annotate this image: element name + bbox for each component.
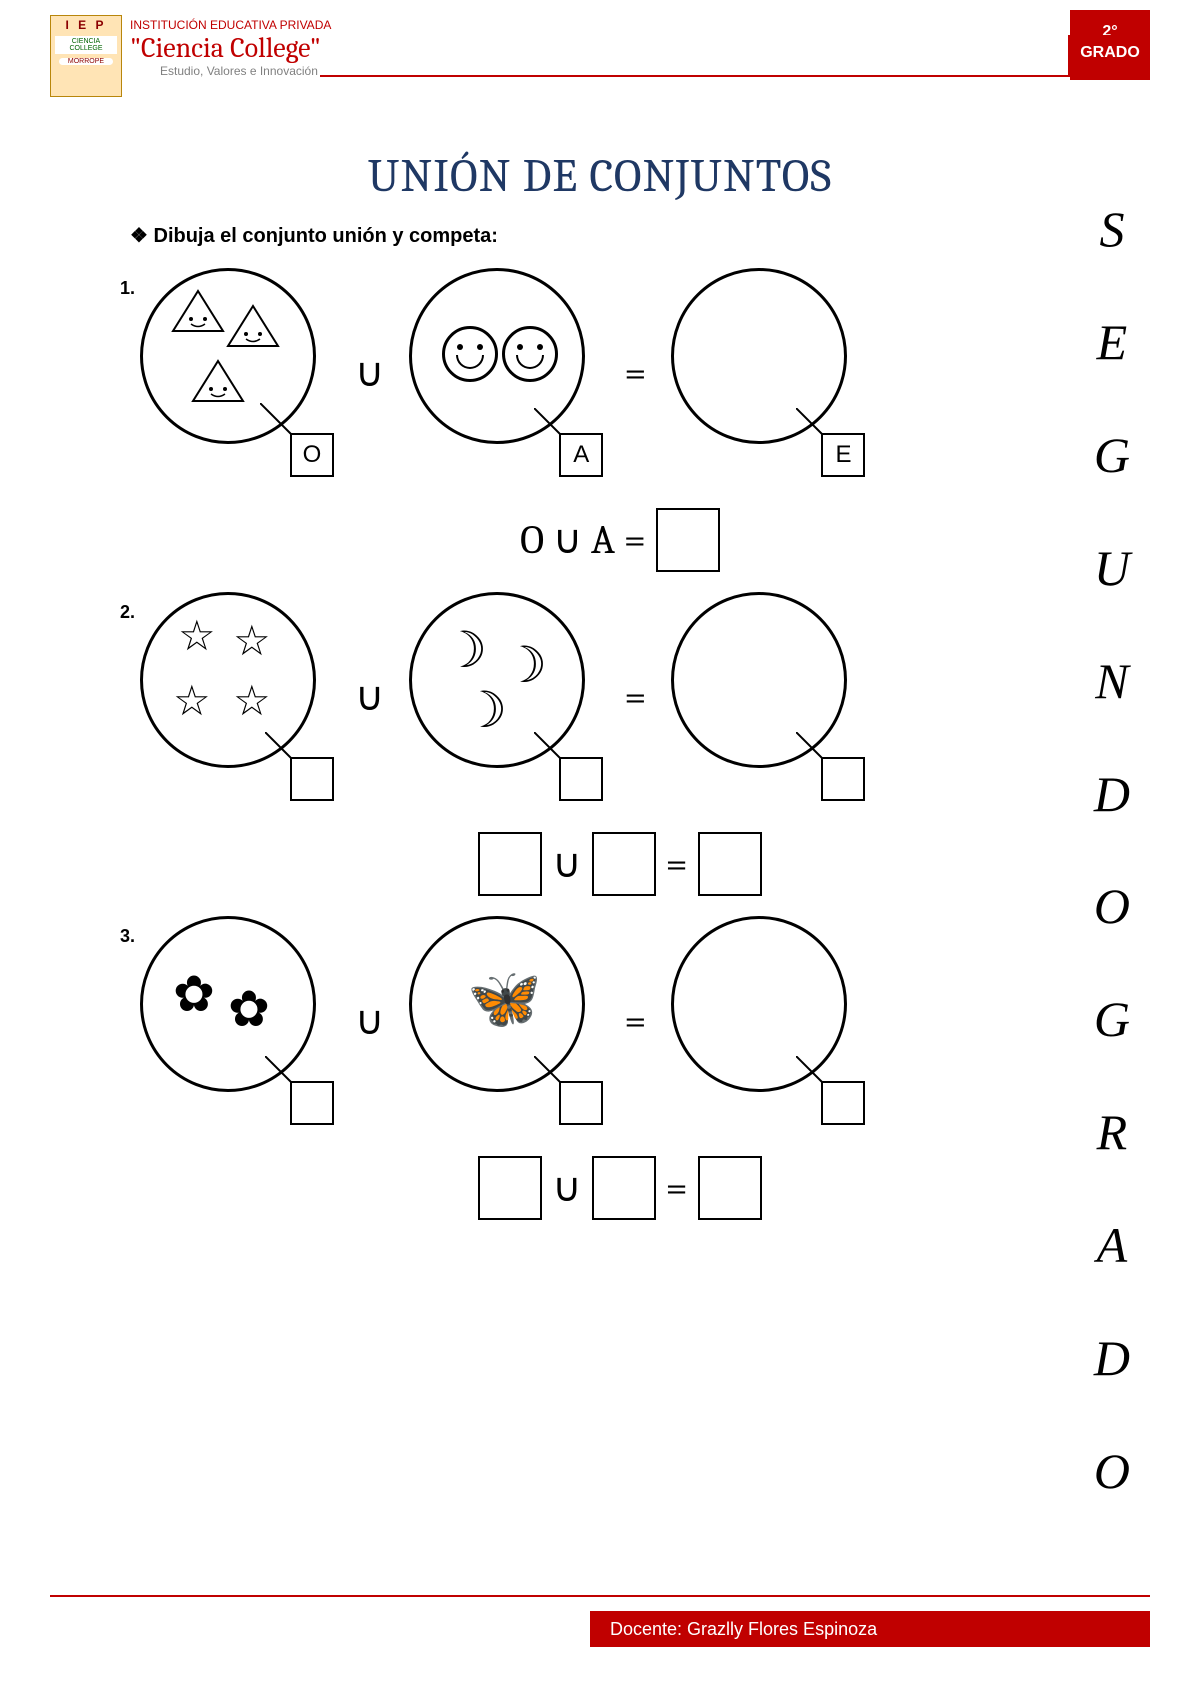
- star-icon: ☆: [173, 680, 211, 722]
- set-flowers: ✿ ✿: [140, 916, 330, 1126]
- institution-line2: "Ciencia College": [130, 32, 331, 64]
- institution-line3: Estudio, Valores e Innovación: [160, 64, 331, 78]
- instruction-text: Dibuja el conjunto unión y competa:: [130, 223, 1200, 248]
- equals-symbol: =: [666, 841, 688, 887]
- header-rule-top: [1070, 35, 1150, 37]
- set-stars: ☆ ☆ ☆ ☆: [140, 592, 330, 802]
- side-letter: S: [1094, 200, 1130, 258]
- set-a: A: [409, 268, 599, 478]
- butterfly-icon: 🦋: [467, 969, 542, 1029]
- union-symbol: ∪: [350, 350, 389, 396]
- set-result: [671, 592, 861, 802]
- side-letter: A: [1094, 1216, 1130, 1274]
- logo-mr: MORROPE: [59, 58, 113, 65]
- equals-symbol: =: [619, 674, 651, 720]
- answer-box[interactable]: [592, 832, 656, 896]
- equation-row: ∪ =: [40, 832, 1200, 896]
- exercise-3: 3. ✿ ✿ ∪ 🦋 =: [140, 916, 1200, 1220]
- logo-iep: I E P: [51, 18, 121, 32]
- smiley-icon: [442, 326, 498, 382]
- grade-line1: 2°: [1070, 22, 1150, 43]
- set-result: [671, 916, 861, 1126]
- set-o: O: [140, 268, 330, 478]
- moon-icon: ☽: [442, 625, 487, 675]
- side-letter: D: [1094, 1329, 1130, 1387]
- footer-rule: [50, 1595, 1150, 1597]
- set-butterfly: 🦋: [409, 916, 599, 1126]
- exercise-number: 1.: [120, 278, 135, 299]
- answer-box[interactable]: [698, 832, 762, 896]
- answer-box[interactable]: [592, 1156, 656, 1220]
- answer-box[interactable]: [698, 1156, 762, 1220]
- side-letter: O: [1094, 1442, 1130, 1500]
- equals-symbol: =: [619, 998, 651, 1044]
- exercise-number: 2.: [120, 602, 135, 623]
- moon-icon: ☽: [502, 640, 547, 690]
- institution-line1: INSTITUCIÓN EDUCATIVA PRIVADA: [130, 18, 331, 32]
- union-symbol: ∪: [350, 998, 389, 1044]
- answer-box[interactable]: [478, 1156, 542, 1220]
- set-label-box[interactable]: O: [290, 433, 334, 477]
- smiley-icon: [502, 326, 558, 382]
- set-label-box[interactable]: [821, 757, 865, 801]
- exercise-2: 2. ☆ ☆ ☆ ☆ ∪ ☽ ☽ ☽: [140, 592, 1200, 896]
- exercise-row: ✿ ✿ ∪ 🦋 =: [140, 916, 1200, 1126]
- union-symbol: ∪: [552, 841, 581, 887]
- page-title: UNIÓN DE CONJUNTOS: [0, 150, 1200, 203]
- flower-icon: ✿: [228, 984, 270, 1034]
- school-logo: I E P CIENCIA COLLEGE MORROPE: [50, 15, 122, 97]
- exercise-1: 1.: [140, 268, 1200, 572]
- header-rule-vertical: [1068, 35, 1070, 75]
- header: I E P CIENCIA COLLEGE MORROPE INSTITUCIÓ…: [0, 0, 1200, 110]
- institution-block: INSTITUCIÓN EDUCATIVA PRIVADA "Ciencia C…: [130, 18, 331, 78]
- set-label-box[interactable]: E: [821, 433, 865, 477]
- logo-cc: CIENCIA COLLEGE: [55, 36, 117, 54]
- set-label-box[interactable]: A: [559, 433, 603, 477]
- answer-box[interactable]: [478, 832, 542, 896]
- equals-symbol: =: [666, 1165, 688, 1211]
- answer-box[interactable]: [656, 508, 720, 572]
- union-symbol: ∪: [552, 1165, 581, 1211]
- set-moons: ☽ ☽ ☽: [409, 592, 599, 802]
- set-label-box[interactable]: [290, 757, 334, 801]
- exercise-row: O ∪ A = E: [140, 268, 1200, 478]
- union-symbol: ∪: [350, 674, 389, 720]
- set-label-box[interactable]: [559, 1081, 603, 1125]
- flower-icon: ✿: [173, 969, 215, 1019]
- header-rule: [320, 75, 1070, 77]
- set-result: E: [671, 268, 861, 478]
- equation-text: O ∪ A =: [520, 517, 646, 563]
- equals-symbol: =: [619, 350, 651, 396]
- set-label-box[interactable]: [559, 757, 603, 801]
- equation-row: O ∪ A =: [40, 508, 1200, 572]
- footer-teacher-bar: Docente: Grazlly Flores Espinoza: [590, 1611, 1150, 1647]
- grade-line2: GRADO: [1070, 43, 1150, 64]
- grade-badge: 2° GRADO: [1070, 10, 1150, 80]
- equation-row: ∪ =: [40, 1156, 1200, 1220]
- set-label-box[interactable]: [821, 1081, 865, 1125]
- star-icon: ☆: [178, 615, 216, 657]
- moon-icon: ☽: [462, 685, 507, 735]
- exercise-row: ☆ ☆ ☆ ☆ ∪ ☽ ☽ ☽ =: [140, 592, 1200, 802]
- star-icon: ☆: [233, 620, 271, 662]
- teacher-label: Docente: Grazlly Flores Espinoza: [610, 1619, 877, 1639]
- page: I E P CIENCIA COLLEGE MORROPE INSTITUCIÓ…: [0, 0, 1200, 1697]
- star-icon: ☆: [233, 680, 271, 722]
- set-label-box[interactable]: [290, 1081, 334, 1125]
- exercise-number: 3.: [120, 926, 135, 947]
